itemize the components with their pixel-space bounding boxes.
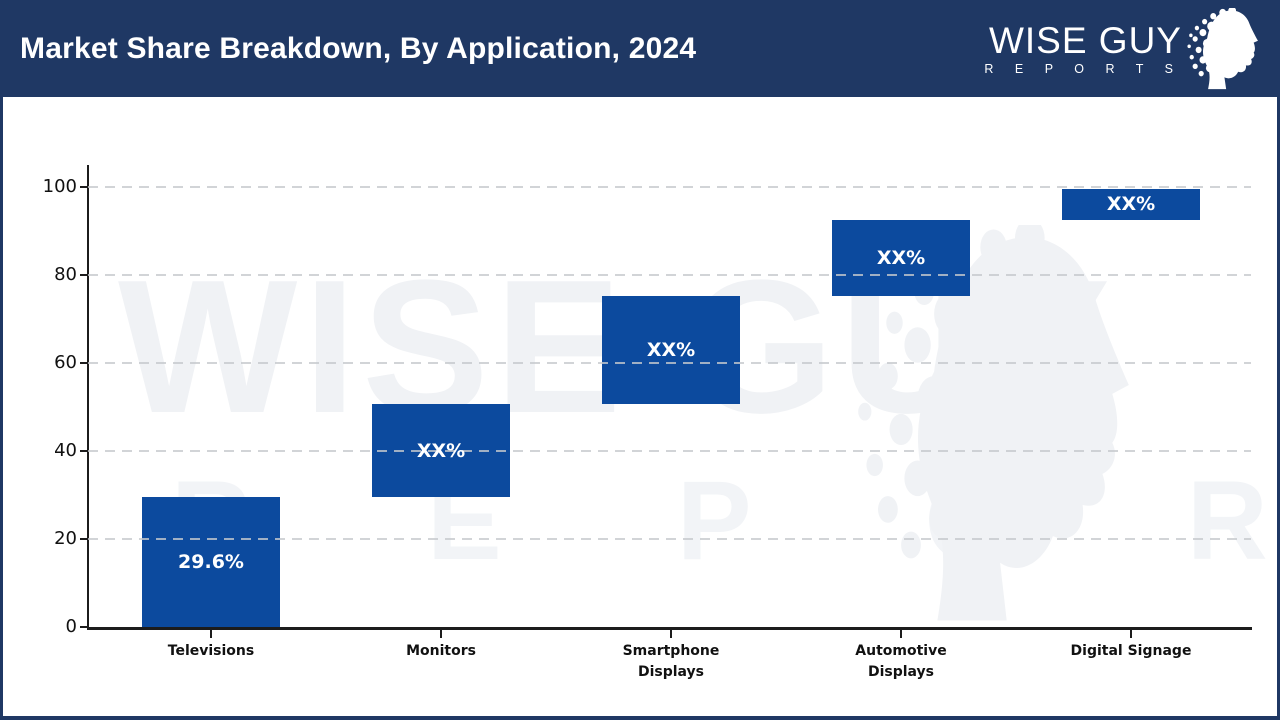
watermark-head-icon (845, 225, 1175, 625)
chart-canvas: WISE GUY R E P O R T S (3, 97, 1277, 716)
logo-wordmark-block: WISE GUY R E P O R T S (984, 22, 1182, 76)
chart-title: Market Share Breakdown, By Application, … (20, 31, 697, 65)
header-bar: Market Share Breakdown, By Application, … (0, 0, 1280, 97)
logo-subtext: R E P O R T S (984, 62, 1182, 76)
logo-wordmark: WISE GUY (988, 20, 1182, 61)
wiseguy-head-icon (1184, 8, 1270, 90)
wiseguy-logo: WISE GUY R E P O R T S (984, 8, 1270, 90)
